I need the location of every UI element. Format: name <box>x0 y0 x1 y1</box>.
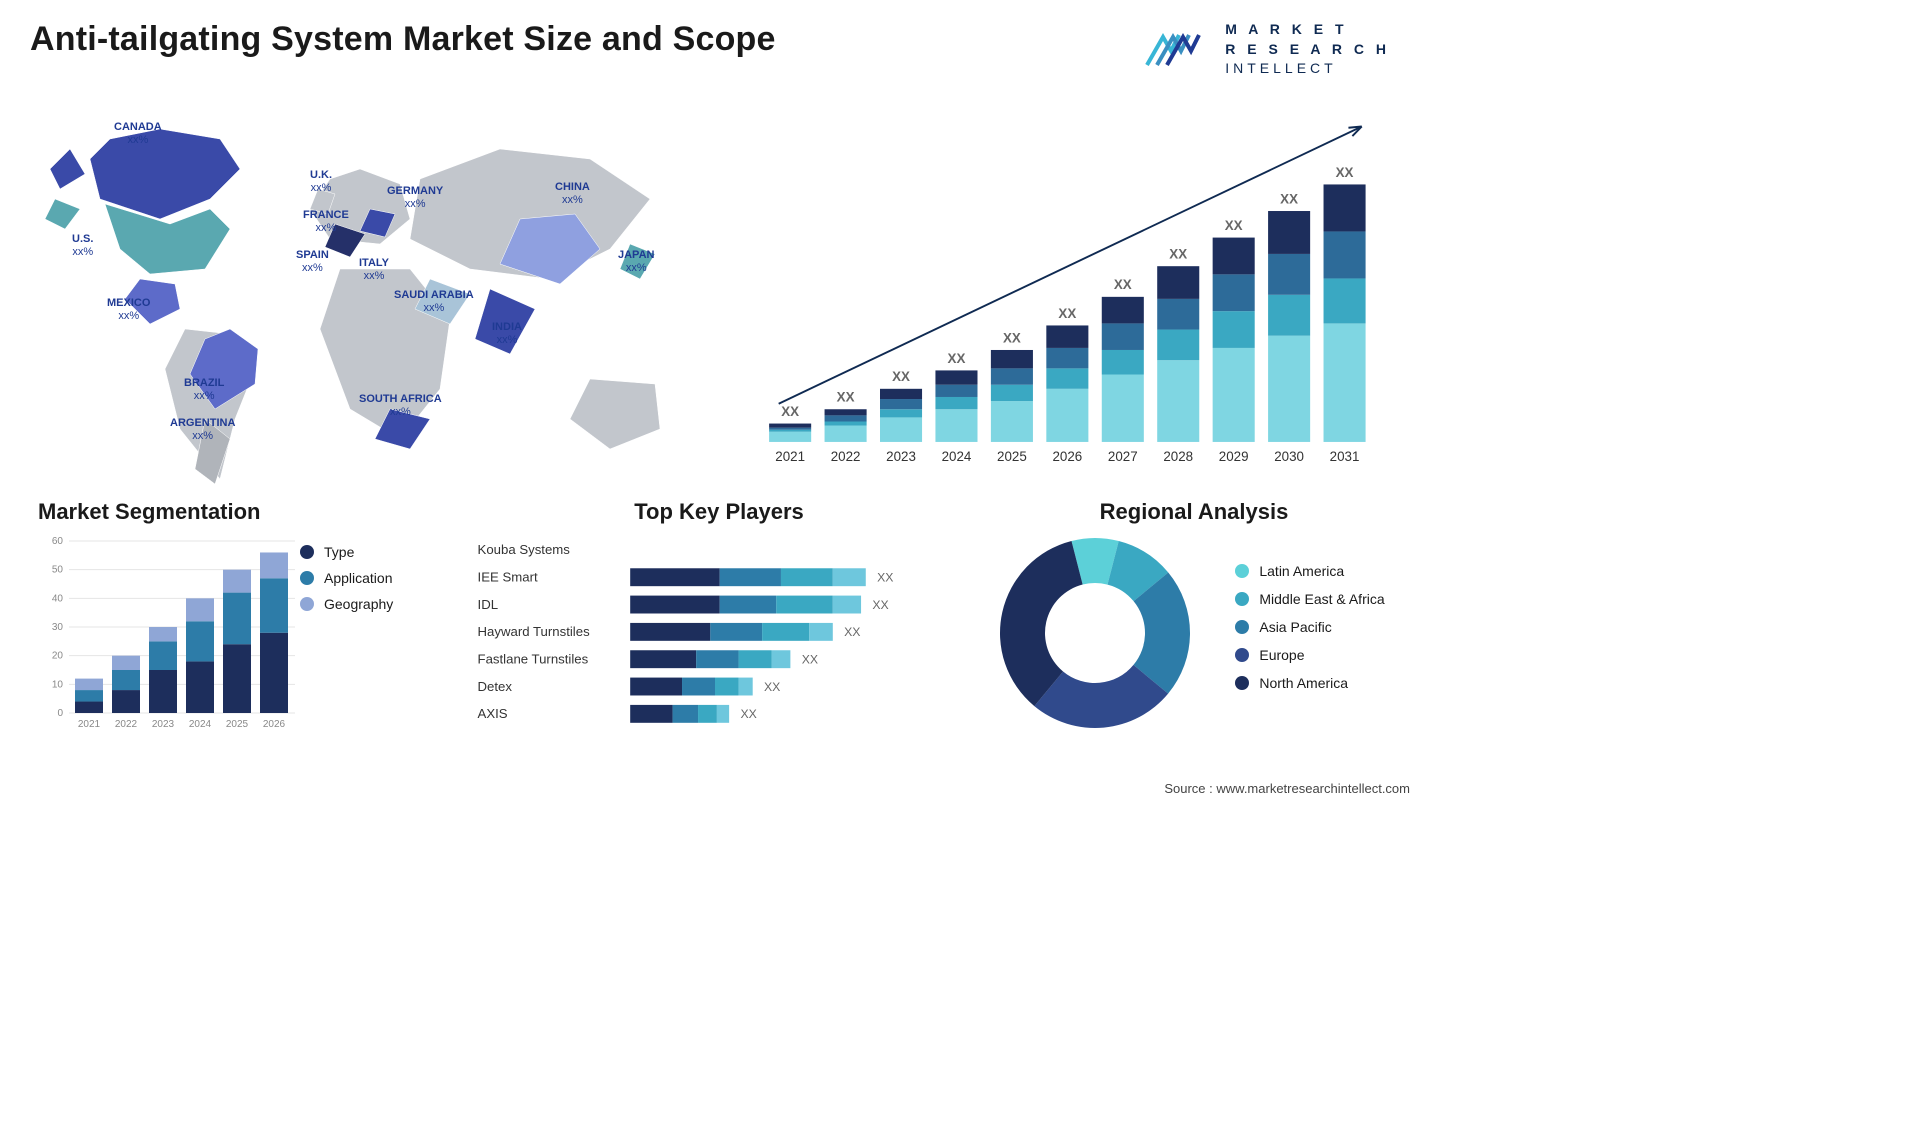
regional-legend: Latin America Middle East & Africa Asia Pa… <box>1235 563 1384 703</box>
map-label: U.K.xx% <box>310 169 332 195</box>
svg-text:0: 0 <box>57 708 63 719</box>
svg-text:Hayward Turnstiles: Hayward Turnstiles <box>478 624 591 639</box>
logo-text-2: R E S E A R C H <box>1225 41 1390 57</box>
map-label: GERMANYxx% <box>387 185 443 211</box>
svg-text:XX: XX <box>1225 218 1243 233</box>
legend-item: Europe <box>1235 647 1384 663</box>
svg-text:30: 30 <box>52 622 64 633</box>
svg-text:2024: 2024 <box>942 449 972 464</box>
regional-title: Regional Analysis <box>978 499 1410 525</box>
svg-text:2023: 2023 <box>152 719 175 730</box>
map-label: JAPANxx% <box>618 249 654 275</box>
svg-text:2024: 2024 <box>189 719 212 730</box>
page-title: Anti-tailgating System Market Size and S… <box>30 20 776 59</box>
svg-text:2026: 2026 <box>263 719 286 730</box>
svg-text:XX: XX <box>1003 330 1021 345</box>
svg-text:XX: XX <box>892 369 910 384</box>
logo-text-1: M A R K E T <box>1225 21 1347 37</box>
legend-item: Middle East & Africa <box>1235 591 1384 607</box>
svg-text:2025: 2025 <box>997 449 1027 464</box>
svg-text:50: 50 <box>52 564 64 575</box>
players-title: Top Key Players <box>478 499 960 525</box>
map-label: SOUTH AFRICAxx% <box>359 393 442 419</box>
map-label: INDIAxx% <box>492 321 522 347</box>
svg-text:2028: 2028 <box>1163 449 1193 464</box>
svg-text:IDL: IDL <box>478 597 499 612</box>
svg-text:Detex: Detex <box>478 679 513 694</box>
svg-text:60: 60 <box>52 536 64 547</box>
legend-item: Application <box>300 570 393 586</box>
map-label: FRANCExx% <box>303 209 349 235</box>
map-label: ITALYxx% <box>359 257 389 283</box>
map-label: SPAINxx% <box>296 249 329 275</box>
svg-text:40: 40 <box>52 593 64 604</box>
svg-text:Fastlane Turnstiles: Fastlane Turnstiles <box>478 651 589 666</box>
svg-text:2022: 2022 <box>115 719 138 730</box>
legend-item: Type <box>300 544 393 560</box>
svg-text:2026: 2026 <box>1052 449 1082 464</box>
brand-logo: M A R K E T R E S E A R C H INTELLECT <box>1145 20 1390 79</box>
svg-text:2025: 2025 <box>226 719 249 730</box>
legend-item: Latin America <box>1235 563 1384 579</box>
players-chart: Kouba Systems IEE Smart XX IDL XX Hayward Tur… <box>470 533 960 743</box>
regional-donut <box>995 533 1195 733</box>
svg-text:XX: XX <box>1114 277 1132 292</box>
svg-text:XX: XX <box>781 404 799 419</box>
svg-text:XX: XX <box>802 652 818 666</box>
players-panel: Top Key Players Kouba Systems IEE Smart XX… <box>470 499 960 759</box>
legend-item: North America <box>1235 675 1384 691</box>
svg-text:2021: 2021 <box>775 449 805 464</box>
world-map <box>30 89 730 489</box>
svg-text:2030: 2030 <box>1274 449 1304 464</box>
logo-icon <box>1145 27 1215 72</box>
world-map-panel: CANADAxx% U.S.xx% MEXICOxx% BRAZILxx% ARGENT… <box>30 89 730 489</box>
map-label: U.S.xx% <box>72 233 93 259</box>
svg-text:XX: XX <box>1169 246 1187 261</box>
svg-text:XX: XX <box>877 570 893 584</box>
segmentation-chart: 0 10 20 30 40 50 60 2021 2022 2023 2024 2025 2026 <box>30 533 460 733</box>
map-label: MEXICOxx% <box>107 297 150 323</box>
svg-text:2031: 2031 <box>1330 449 1360 464</box>
legend-item: Geography <box>300 596 393 612</box>
map-label: ARGENTINAxx% <box>170 417 235 443</box>
svg-text:20: 20 <box>52 650 64 661</box>
svg-text:2021: 2021 <box>78 719 101 730</box>
svg-text:XX: XX <box>1280 191 1298 206</box>
map-label: BRAZILxx% <box>184 377 224 403</box>
svg-text:Kouba Systems: Kouba Systems <box>478 542 571 557</box>
map-label: SAUDI ARABIAxx% <box>394 289 474 315</box>
segmentation-panel: Market Segmentation 0 10 20 30 40 50 60 2021 202… <box>30 499 460 759</box>
map-label: CANADAxx% <box>114 121 162 147</box>
regional-panel: Regional Analysis Latin America Middle Ea… <box>970 499 1410 759</box>
logo-text-3: INTELLECT <box>1225 59 1390 79</box>
svg-text:10: 10 <box>52 679 64 690</box>
svg-text:2029: 2029 <box>1219 449 1249 464</box>
segmentation-legend: Type Application Geography <box>300 544 393 622</box>
legend-item: Asia Pacific <box>1235 619 1384 635</box>
svg-text:XX: XX <box>844 625 860 639</box>
source-text: Source : www.marketresearchintellect.com <box>1164 781 1410 796</box>
svg-text:2023: 2023 <box>886 449 916 464</box>
segmentation-title: Market Segmentation <box>38 499 460 525</box>
svg-text:2022: 2022 <box>831 449 861 464</box>
svg-text:XX: XX <box>948 351 966 366</box>
svg-text:XX: XX <box>764 680 780 694</box>
map-label: CHINAxx% <box>555 181 590 207</box>
svg-text:XX: XX <box>872 598 888 612</box>
svg-text:IEE Smart: IEE Smart <box>478 569 538 584</box>
svg-text:2027: 2027 <box>1108 449 1138 464</box>
svg-text:XX: XX <box>1336 165 1354 180</box>
svg-text:XX: XX <box>1058 306 1076 321</box>
svg-text:AXIS: AXIS <box>478 706 508 721</box>
svg-text:XX: XX <box>740 707 756 721</box>
market-size-chart: 2021 XX 2022 XX 2023 XX 2024 XX 2025 XX 2026 XX 2027… <box>750 89 1410 489</box>
svg-text:XX: XX <box>837 389 855 404</box>
